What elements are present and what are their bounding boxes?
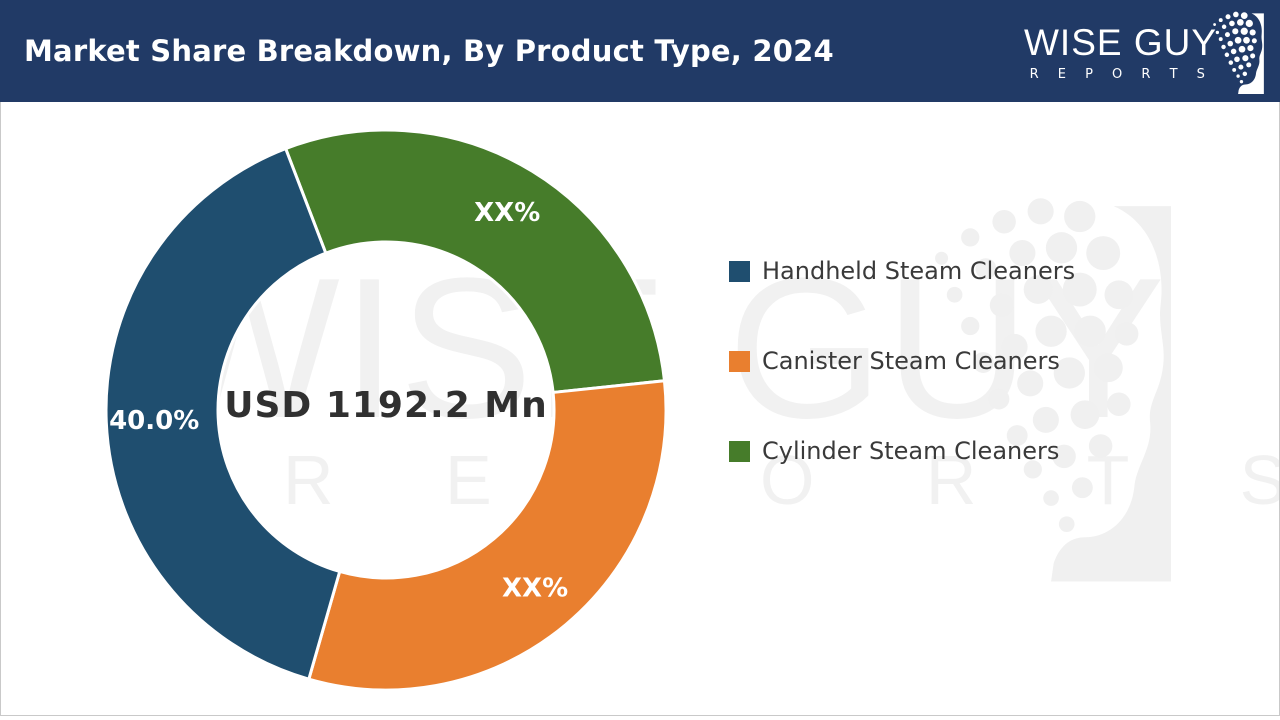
watermark-subtext: R E P O R T S — [283, 441, 1280, 519]
wiseguy-logo: WISE GUY R E P O R T S — [1024, 8, 1264, 96]
legend-item: Canister Steam Cleaners — [729, 344, 1075, 378]
segment-label: XX% — [474, 198, 540, 228]
logo-subtext: R E P O R T S — [1029, 67, 1213, 82]
logo-wordmark: WISE GUY — [1024, 22, 1218, 63]
legend-swatch — [729, 350, 750, 372]
segment-label: 40.0% — [109, 406, 199, 436]
logo-face-icon — [1213, 11, 1264, 94]
donut-chart: XX% XX% 40.0% — [104, 128, 668, 692]
chart-canvas: WISE GUY R E P O R T S XX% XX% 40.0% USD 1… — [0, 102, 1280, 716]
logo-text-block: WISE GUY R E P O R T S — [1024, 22, 1218, 82]
page-title: Market Share Breakdown, By Product Type,… — [24, 34, 834, 68]
donut-segment — [104, 147, 342, 681]
legend-label: Cylinder Steam Cleaners — [762, 437, 1060, 465]
donut-segment — [307, 379, 668, 692]
legend-label: Handheld Steam Cleaners — [762, 257, 1076, 285]
center-value-label: USD 1192.2 Mn — [224, 385, 548, 426]
legend-item: Handheld Steam Cleaners — [729, 254, 1075, 288]
legend-swatch — [729, 440, 750, 462]
legend-item: Cylinder Steam Cleaners — [729, 434, 1075, 468]
legend: Handheld Steam Cleaners Canister Steam C… — [729, 254, 1075, 524]
donut-segment — [284, 128, 666, 394]
header-bar: Market Share Breakdown, By Product Type,… — [0, 0, 1280, 102]
segment-label: XX% — [502, 574, 568, 604]
legend-label: Canister Steam Cleaners — [762, 347, 1060, 375]
legend-swatch — [729, 260, 750, 282]
